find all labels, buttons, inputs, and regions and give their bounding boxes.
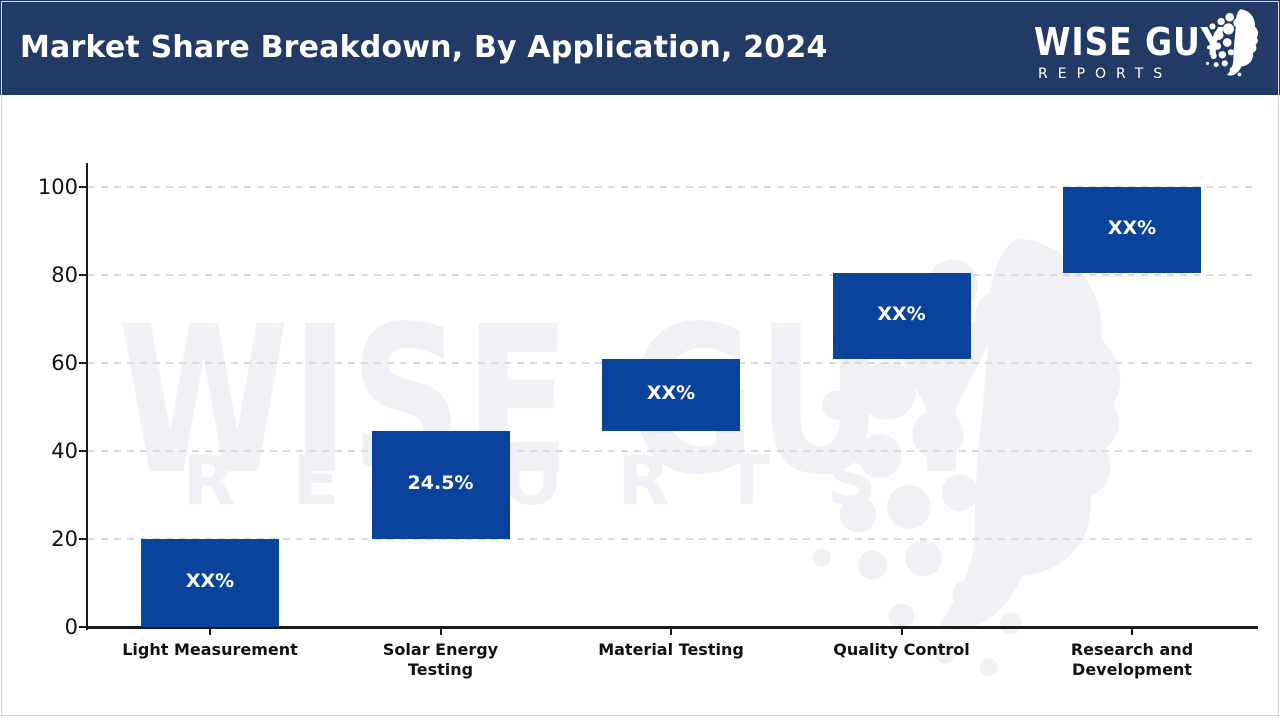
y-tick-mark-80 [79, 274, 88, 276]
bar-segment-3 [602, 358, 740, 432]
watermark-text-line2: REPORTS [183, 442, 934, 521]
bar-value-label-4: XX% [877, 302, 926, 325]
x-category-label-4: Quality Control [833, 640, 970, 659]
y-tick-mark-60 [79, 362, 88, 364]
header-bar: Market Share Breakdown, By Application, … [0, 0, 1280, 95]
y-tick-mark-100 [79, 186, 88, 188]
bar-value-label-3: XX% [646, 381, 696, 404]
wiseguy-logo: WISE GUY REPORTS [1008, 6, 1270, 90]
y-axis-line [86, 163, 88, 630]
y-tick-label-100: 100 [37, 175, 78, 199]
y-tick-label-0: 0 [64, 615, 78, 639]
y-tick-label-40: 40 [51, 439, 78, 463]
x-category-label-5: Research and Development [1070, 640, 1194, 679]
bar-value-label-1: XX% [185, 570, 235, 592]
logo-subtitle: REPORTS [1038, 66, 1173, 82]
bar-segment-5 [1063, 187, 1201, 273]
logo-wordmark: WISE GUY [1034, 20, 1226, 64]
logo-head-icon [1206, 9, 1259, 77]
y-tick-label-60: 60 [51, 351, 78, 375]
chart-title: Market Share Breakdown, By Application, … [20, 30, 828, 65]
x-category-label-1: Light Measurement [122, 640, 298, 659]
bar-value-label-2: 24.5% [407, 472, 474, 495]
bar-value-label-5: XX% [1107, 216, 1157, 239]
x-tick-mark-5 [1131, 627, 1133, 635]
bar-segment-4 [832, 272, 971, 359]
x-tick-mark-3 [670, 627, 672, 635]
x-tick-mark-2 [439, 627, 442, 635]
gridline-20 [88, 538, 1258, 540]
x-category-label-2: Solar Energy Testing [382, 640, 499, 679]
bar-segment-1 [141, 539, 279, 627]
x-axis-line [86, 626, 1258, 629]
x-category-label-3: Material Testing [598, 640, 744, 659]
bar-segment-2 [371, 431, 510, 539]
watermark-head-graphic [812, 237, 1121, 677]
gridline-80 [88, 274, 1258, 276]
y-tick-mark-20 [79, 538, 88, 540]
x-tick-mark-4 [900, 627, 903, 635]
logo-text: WISE GUY REPORTS [1034, 20, 1254, 82]
gridline-100 [88, 186, 1258, 188]
y-tick-mark-0 [79, 626, 88, 628]
gridline-40 [88, 450, 1258, 452]
y-tick-label-20: 20 [51, 527, 78, 551]
y-tick-mark-40 [79, 450, 88, 452]
x-tick-mark-1 [209, 627, 211, 635]
y-tick-label-80: 80 [51, 263, 78, 287]
